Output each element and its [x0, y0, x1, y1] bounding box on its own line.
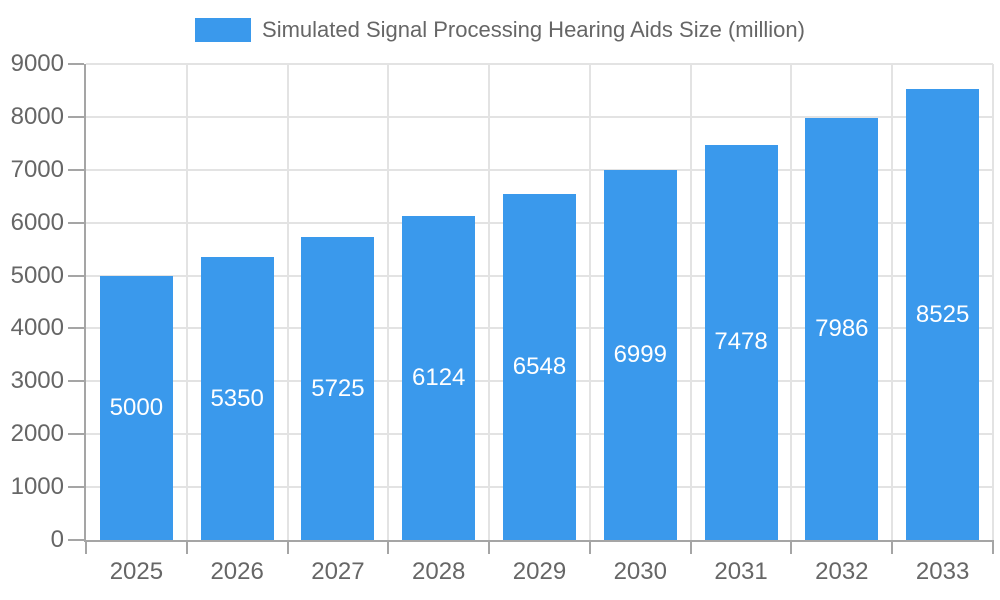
x-axis: 2025 2026 2027 2028 2029 2030 2031 2032 2033: [86, 558, 993, 588]
legend-swatch-icon: [195, 18, 252, 42]
x-tick-label: 2027: [311, 558, 365, 585]
y-axis-tick: [68, 168, 84, 171]
y-tick-label: 8000: [10, 102, 64, 130]
y-tick-label: 4000: [10, 314, 64, 342]
vertical-gridline: [286, 64, 289, 540]
x-tick-label: 2026: [210, 558, 264, 585]
plot-area: 5000 5350 5725 6124 6548 6999 7478 7986 8525: [68, 63, 994, 554]
bar[interactable]: 7986: [805, 117, 879, 540]
horizontal-gridline: [86, 63, 993, 65]
y-tick-label: 3000: [10, 367, 64, 395]
legend-label: Simulated Signal Processing Hearing Aids…: [262, 17, 805, 42]
bar[interactable]: 6999: [603, 169, 677, 540]
x-axis-tick: [992, 540, 994, 554]
bar-value-label: 6548: [512, 352, 567, 380]
y-axis-tick: [68, 539, 84, 541]
vertical-gridline: [891, 64, 894, 540]
x-axis-tick: [85, 540, 87, 554]
y-axis-tick: [68, 380, 84, 383]
x-axis-tick: [689, 540, 692, 554]
y-axis-tick: [68, 327, 84, 330]
bar-value-label: 8525: [915, 300, 970, 328]
x-axis-tick: [588, 540, 591, 554]
bar-value-label: 7986: [815, 314, 869, 342]
bar-value-label: 7478: [714, 328, 768, 356]
y-axis: 0 1000 2000 3000 4000 5000 6000 7000 8000 9000: [0, 0, 64, 600]
x-tick-label: 2033: [915, 558, 970, 585]
bar-value-label: 6124: [412, 364, 466, 392]
vertical-gridline: [588, 64, 591, 540]
bar-value-label: 5350: [210, 384, 264, 412]
bar-value-label: 6999: [613, 340, 667, 368]
vertical-gridline: [992, 64, 994, 540]
chart-legend[interactable]: Simulated Signal Processing Hearing Aids…: [0, 16, 1000, 44]
vertical-gridline: [185, 64, 188, 540]
x-axis-tick: [891, 540, 894, 554]
y-axis-tick: [68, 274, 84, 277]
y-axis-tick: [68, 115, 84, 118]
y-axis-tick: [68, 486, 84, 489]
x-tick-label: 2032: [815, 558, 869, 585]
x-tick-label: 2029: [512, 558, 567, 585]
y-axis-tick: [68, 433, 84, 436]
bar[interactable]: 5725: [301, 237, 375, 540]
y-tick-label: 0: [50, 526, 64, 553]
x-axis-tick: [286, 540, 289, 554]
bar[interactable]: 5000: [99, 275, 173, 540]
vertical-gridline: [790, 64, 793, 540]
bar-value-label: 5000: [109, 393, 164, 421]
vertical-gridline: [488, 64, 491, 540]
vertical-gridline: [689, 64, 692, 540]
bar[interactable]: 6124: [402, 216, 476, 540]
y-tick-label: 1000: [10, 473, 64, 501]
x-axis-tick: [488, 540, 491, 554]
x-tick-label: 2028: [412, 558, 466, 585]
x-tick-label: 2031: [714, 558, 768, 585]
y-axis-tick: [68, 221, 84, 224]
y-tick-label: 5000: [10, 261, 64, 289]
x-tick-label: 2025: [109, 558, 164, 585]
bar[interactable]: 6548: [503, 193, 576, 540]
x-axis-tick: [790, 540, 793, 554]
bar-value-label: 5725: [311, 374, 365, 402]
bar[interactable]: 8525: [906, 89, 980, 540]
y-tick-label: 6000: [10, 208, 64, 236]
x-axis-tick: [185, 540, 188, 554]
bar[interactable]: 5350: [200, 257, 274, 540]
bar[interactable]: 7478: [704, 144, 778, 540]
y-axis-tick: [68, 63, 84, 65]
x-tick-label: 2030: [613, 558, 667, 585]
horizontal-gridline: [86, 115, 993, 118]
horizontal-gridline: [86, 168, 993, 171]
vertical-gridline: [387, 64, 390, 540]
y-tick-label: 2000: [10, 420, 64, 448]
x-axis-tick: [387, 540, 390, 554]
y-tick-label: 7000: [10, 155, 64, 183]
y-tick-label: 9000: [10, 50, 64, 77]
